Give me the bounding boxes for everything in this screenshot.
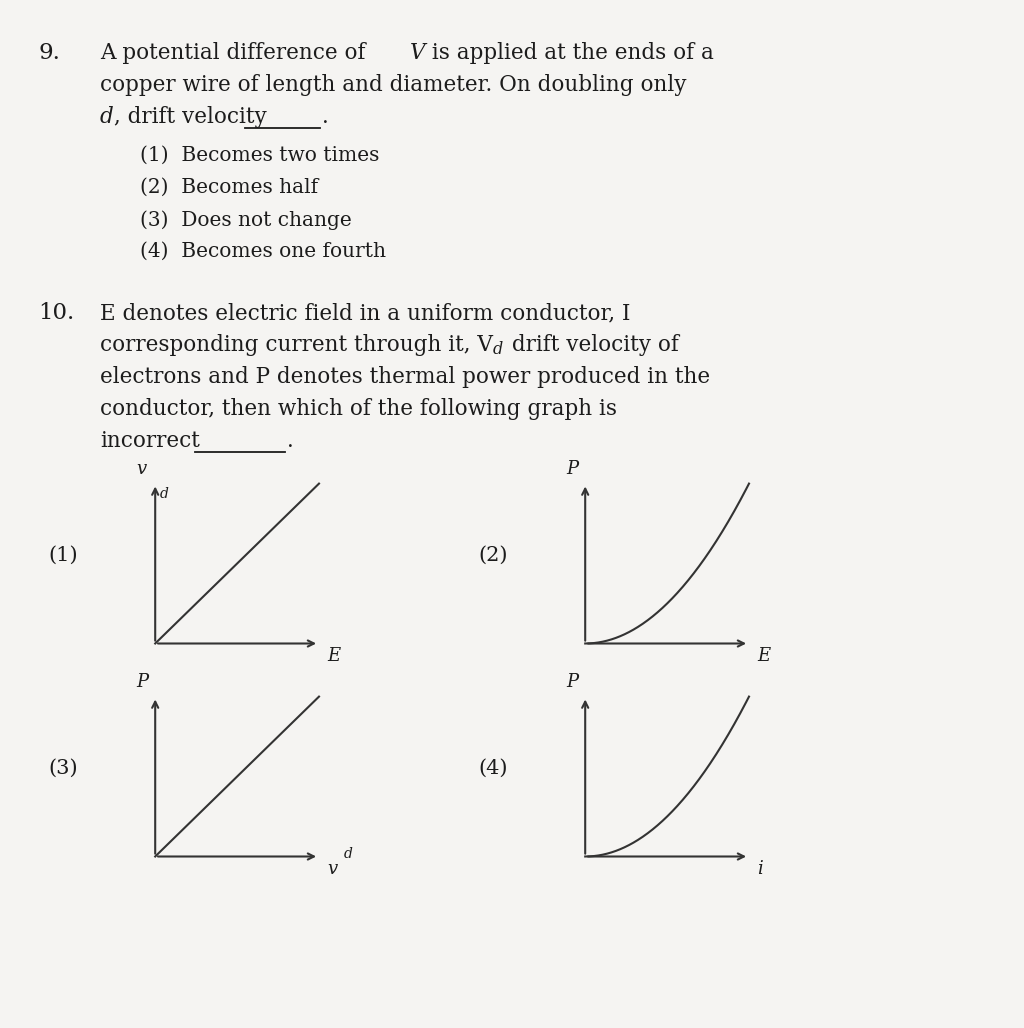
Text: E: E	[758, 648, 770, 665]
Text: .: .	[287, 430, 294, 452]
Text: v: v	[136, 460, 146, 478]
Text: A potential difference of: A potential difference of	[100, 42, 373, 64]
Text: (3): (3)	[48, 760, 78, 778]
Text: conductor, then which of the following graph is: conductor, then which of the following g…	[100, 398, 617, 420]
Text: v: v	[328, 860, 338, 878]
Text: .: .	[322, 106, 329, 128]
Text: (1)  Becomes two times: (1) Becomes two times	[140, 146, 379, 166]
Text: corresponding current through it, V: corresponding current through it, V	[100, 334, 493, 356]
Text: P: P	[136, 672, 148, 691]
Text: incorrect: incorrect	[100, 430, 200, 452]
Text: (2): (2)	[478, 546, 508, 565]
Text: d: d	[344, 847, 353, 860]
Text: i: i	[758, 860, 763, 878]
Text: E denotes electric field in a uniform conductor, I: E denotes electric field in a uniform co…	[100, 302, 631, 324]
Text: (3)  Does not change: (3) Does not change	[140, 210, 352, 229]
Text: d: d	[160, 487, 168, 502]
Text: P: P	[566, 460, 579, 478]
Text: (1): (1)	[48, 546, 78, 565]
Text: d: d	[100, 106, 114, 128]
Text: (4): (4)	[478, 760, 508, 778]
Text: electrons and P denotes thermal power produced in the: electrons and P denotes thermal power pr…	[100, 366, 710, 388]
Text: copper wire of length and diameter. On doubling only: copper wire of length and diameter. On d…	[100, 74, 686, 96]
Text: drift velocity of: drift velocity of	[505, 334, 679, 356]
Text: is applied at the ends of a: is applied at the ends of a	[425, 42, 714, 64]
Text: (2)  Becomes half: (2) Becomes half	[140, 178, 318, 197]
Text: P: P	[566, 672, 579, 691]
Text: 9.: 9.	[38, 42, 59, 64]
Text: , drift velocity: , drift velocity	[114, 106, 266, 128]
Text: d: d	[493, 341, 503, 358]
Text: (4)  Becomes one fourth: (4) Becomes one fourth	[140, 242, 386, 261]
Text: 10.: 10.	[38, 302, 75, 324]
Text: E: E	[328, 648, 341, 665]
Text: V: V	[410, 42, 426, 64]
